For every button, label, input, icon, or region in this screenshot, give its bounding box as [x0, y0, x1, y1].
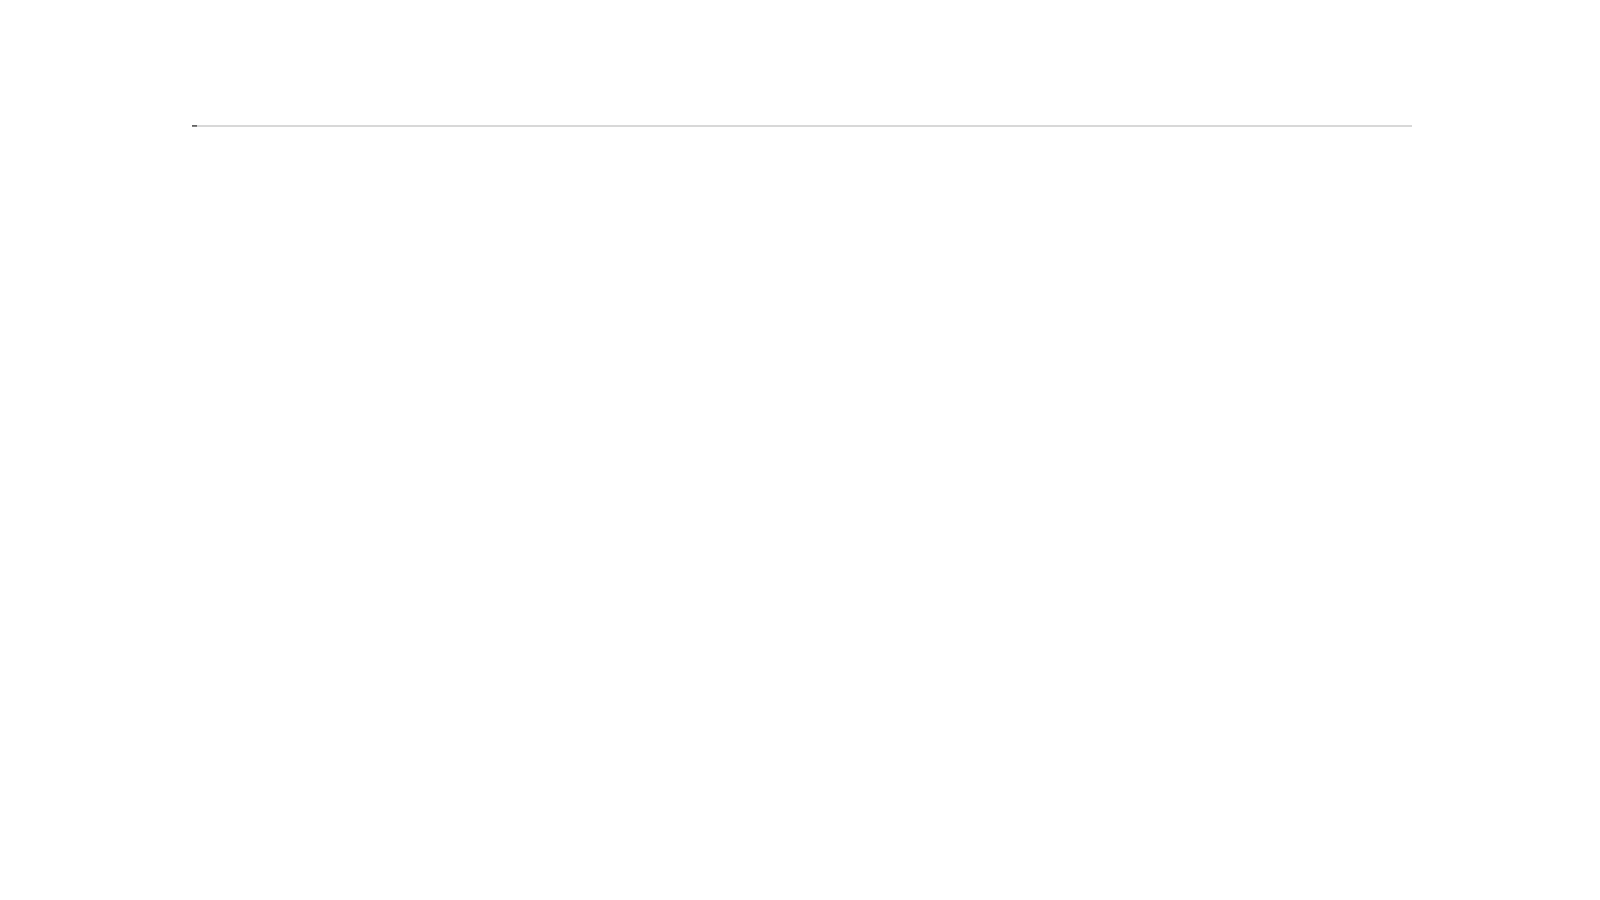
chart-page	[192, 125, 1412, 127]
rsi-price-figure	[192, 125, 1412, 127]
